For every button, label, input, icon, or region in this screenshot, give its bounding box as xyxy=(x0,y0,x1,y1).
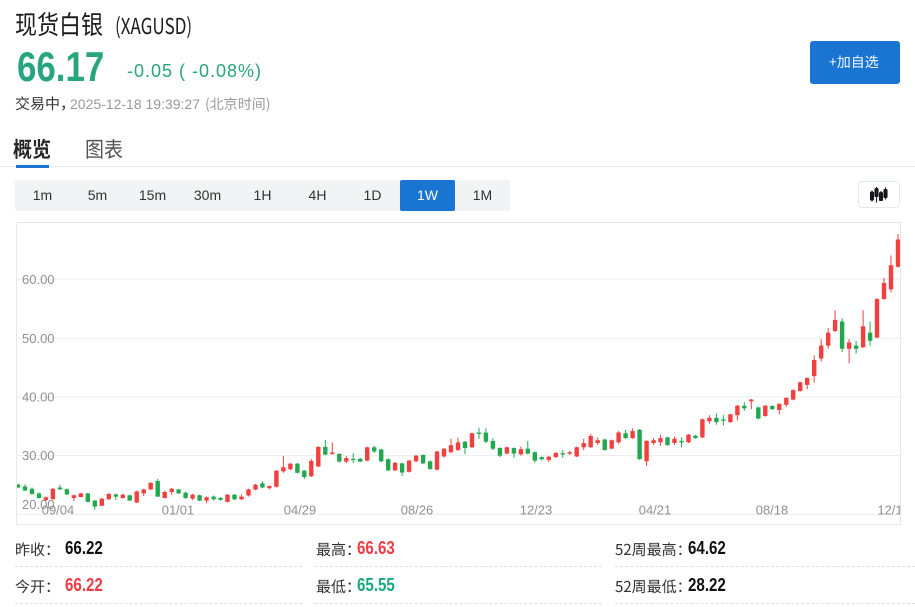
svg-text:12/1: 12/1 xyxy=(877,502,900,517)
svg-text:04/29: 04/29 xyxy=(284,502,317,517)
svg-text:01/01: 01/01 xyxy=(162,502,195,517)
svg-text:04/21: 04/21 xyxy=(639,502,672,517)
svg-text:30.00: 30.00 xyxy=(22,448,55,463)
svg-text:40.00: 40.00 xyxy=(22,390,55,405)
svg-text:60.00: 60.00 xyxy=(22,272,55,287)
svg-text:50.00: 50.00 xyxy=(22,331,55,346)
svg-text:09/04: 09/04 xyxy=(42,502,75,517)
svg-text:08/18: 08/18 xyxy=(756,502,789,517)
svg-text:12/23: 12/23 xyxy=(520,502,553,517)
svg-text:08/26: 08/26 xyxy=(401,502,434,517)
svg-text:20.00: 20.00 xyxy=(22,497,55,512)
